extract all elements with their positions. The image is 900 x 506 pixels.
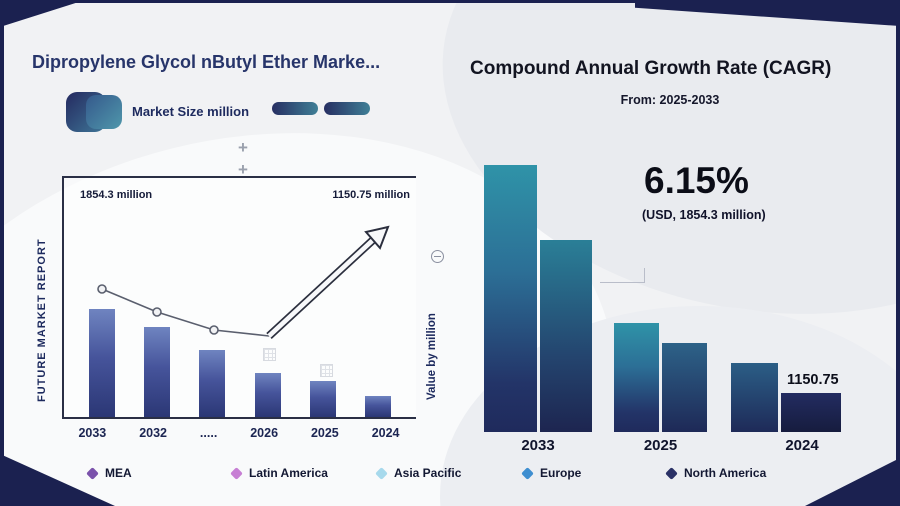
legend-item-latin-america: Latin America [230, 466, 328, 480]
right-edge-accent [896, 0, 900, 460]
market-size-bar-chart: 1854.3 million 1150.75 million [62, 176, 416, 419]
cagr-detail: (USD, 1854.3 million) [642, 208, 766, 222]
x-label-2025: 2025 [643, 437, 678, 454]
legend-diamond-icon [375, 466, 388, 480]
bar-2024 [365, 396, 392, 417]
bar-2026 [254, 373, 281, 417]
chart-annotation-max: 1854.3 million [80, 189, 153, 201]
cagr-bar-2024-a [731, 363, 778, 432]
top-edge-accent [0, 0, 900, 3]
trendline-arrow [97, 225, 390, 339]
market-title: Dipropylene Glycol nButyl Ether Marke... [32, 52, 381, 72]
legend-diamond-icon [86, 466, 99, 480]
cagr-bar-2025-a [614, 323, 659, 432]
value-axis-label: Value by million [426, 313, 438, 401]
cagr-title: Compound Annual Growth Rate (CAGR) [470, 58, 832, 79]
plus-decoration-icon: + [238, 138, 248, 157]
x-label: 2033 [78, 426, 107, 440]
bar-series [64, 178, 416, 417]
cagr-bar-2025-b [662, 343, 707, 432]
chart-annotation-min: 1150.75 million [332, 189, 410, 201]
cagr-subtitle: From: 2025-2033 [620, 93, 720, 107]
left-edge-accent [0, 18, 4, 506]
x-label: 2024 [371, 426, 400, 440]
left-chart-x-axis: 2033 2032 ..... 2026 2025 2024 [62, 426, 416, 440]
market-size-legend-label: Market Size million [132, 104, 250, 119]
legend-item-mea: MEA [86, 466, 132, 480]
database-icon [66, 92, 124, 132]
x-label-2033: 2033 [521, 437, 555, 454]
legend-label: North America [684, 466, 767, 480]
x-label: 2025 [310, 426, 339, 440]
pill-decoration-icon [272, 102, 318, 115]
bar-value-label: 1150.75 [787, 372, 839, 388]
legend-label: Latin America [249, 466, 328, 480]
legend-item-north-america: North America [665, 466, 767, 480]
cagr-percentage: 6.15% [644, 160, 749, 201]
cagr-bar-2024-b [781, 393, 841, 432]
legend-item-asia-pacific: Asia Pacific [375, 466, 462, 480]
watermark-grid-icon [320, 364, 333, 377]
legend-item-europe: Europe [521, 466, 582, 480]
x-label: 2032 [139, 426, 167, 440]
watermark-grid-icon [263, 348, 276, 361]
legend-diamond-icon [665, 466, 678, 480]
future-market-report-watermark: FUTURE MARKET REPORT [36, 238, 48, 403]
x-label: ..... [199, 426, 218, 440]
x-label: 2026 [250, 426, 279, 440]
legend-diamond-icon [230, 466, 243, 480]
cagr-bar-2033-b [540, 240, 592, 432]
bar-2025 [309, 381, 336, 417]
plus-decoration-icon: + [238, 160, 248, 179]
circle-decoration-icon [431, 250, 444, 263]
legend-label: Europe [540, 466, 582, 480]
x-label-2024: 2024 [785, 437, 819, 454]
bar-mid [199, 350, 226, 417]
legend-label: MEA [105, 466, 132, 480]
pill-decoration-icon [324, 102, 370, 115]
cagr-bar-2033-a [484, 165, 537, 432]
bracket-decoration [600, 268, 645, 283]
legend-diamond-icon [521, 466, 534, 480]
bar-2033 [88, 309, 115, 417]
legend-label: Asia Pacific [394, 466, 462, 480]
bar-2032 [143, 327, 170, 417]
